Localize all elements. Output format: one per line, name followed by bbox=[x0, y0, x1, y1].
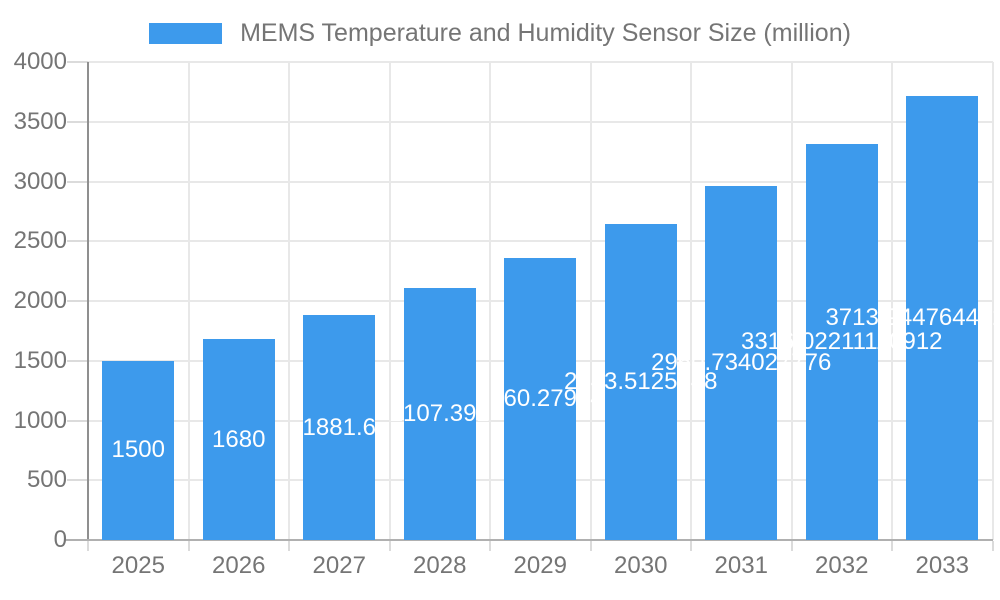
x-axis-tick bbox=[489, 541, 491, 551]
legend-item[interactable]: MEMS Temperature and Humidity Sensor Siz… bbox=[0, 19, 1000, 47]
y-axis-tick bbox=[67, 300, 88, 302]
y-axis-tick bbox=[67, 240, 88, 243]
x-gridline bbox=[288, 62, 290, 540]
bar-2029[interactable] bbox=[504, 257, 577, 540]
y-axis-label: 2000 bbox=[13, 287, 67, 314]
y-axis-tick bbox=[67, 479, 88, 482]
y-gridline bbox=[88, 61, 993, 63]
y-axis-label: 3500 bbox=[13, 107, 67, 135]
y-axis-tick bbox=[67, 180, 88, 183]
bar-2026[interactable] bbox=[202, 339, 275, 540]
x-gridline bbox=[891, 62, 893, 540]
y-axis-label: 1500 bbox=[13, 346, 67, 374]
x-axis-tick bbox=[891, 541, 893, 551]
y-gridline bbox=[88, 180, 993, 183]
bar-2032[interactable] bbox=[805, 143, 878, 540]
bar-2025[interactable] bbox=[102, 360, 175, 540]
x-axis-label-2025: 2025 bbox=[111, 552, 165, 579]
x-axis-tick bbox=[690, 541, 692, 551]
x-gridline bbox=[489, 62, 491, 540]
y-axis-tick bbox=[67, 419, 88, 422]
y-axis-label: 0 bbox=[53, 526, 67, 553]
x-axis-tick bbox=[288, 541, 290, 551]
y-axis-tick bbox=[67, 359, 88, 362]
x-axis-label-2026: 2026 bbox=[212, 552, 266, 579]
x-gridline bbox=[690, 62, 692, 540]
x-axis-tick bbox=[87, 541, 89, 551]
y-axis-label: 4000 bbox=[13, 48, 67, 75]
y-axis-label: 2500 bbox=[13, 227, 67, 255]
x-gridline bbox=[187, 62, 190, 540]
x-axis-tick bbox=[790, 541, 793, 551]
legend-label: MEMS Temperature and Humidity Sensor Siz… bbox=[240, 19, 851, 47]
bar-2027[interactable] bbox=[303, 315, 376, 540]
y-axis-tick bbox=[67, 120, 88, 123]
x-axis-label-2033: 2033 bbox=[915, 552, 969, 579]
x-axis-label-2027: 2027 bbox=[312, 552, 366, 579]
x-gridline bbox=[991, 62, 994, 540]
bar-2033[interactable] bbox=[906, 96, 979, 540]
y-axis-label: 500 bbox=[26, 466, 67, 494]
x-axis-tick bbox=[187, 541, 190, 551]
x-axis-label-2031: 2031 bbox=[714, 552, 768, 579]
x-axis-tick bbox=[991, 541, 994, 551]
x-axis-label-2032: 2032 bbox=[815, 552, 869, 579]
x-gridline bbox=[589, 62, 592, 540]
x-axis-label-2030: 2030 bbox=[614, 552, 668, 579]
y-gridline bbox=[88, 120, 993, 123]
y-axis-label: 1000 bbox=[13, 406, 67, 434]
bar-2031[interactable] bbox=[705, 186, 778, 540]
y-axis-tick bbox=[67, 61, 88, 63]
y-axis-line bbox=[86, 62, 89, 541]
x-gridline bbox=[790, 62, 793, 540]
x-axis-label-2028: 2028 bbox=[413, 552, 467, 579]
bar-2030[interactable] bbox=[604, 224, 677, 540]
legend-swatch bbox=[149, 22, 223, 44]
y-axis-label: 3000 bbox=[13, 167, 67, 195]
bar-2028[interactable] bbox=[403, 288, 476, 540]
y-gridline bbox=[88, 240, 993, 243]
x-axis-label-2029: 2029 bbox=[513, 552, 567, 579]
x-axis-tick bbox=[388, 541, 391, 551]
x-gridline bbox=[388, 62, 391, 540]
x-axis-tick bbox=[589, 541, 592, 551]
x-axis-line bbox=[66, 539, 993, 541]
